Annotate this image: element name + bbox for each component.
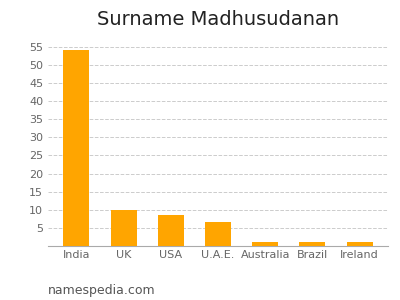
Bar xyxy=(300,242,325,246)
Bar xyxy=(158,215,184,246)
Text: namespedia.com: namespedia.com xyxy=(48,284,156,297)
Bar xyxy=(205,223,231,246)
Bar xyxy=(346,242,372,246)
Bar xyxy=(64,50,90,246)
Title: Surname Madhusudanan: Surname Madhusudanan xyxy=(97,10,339,29)
Bar xyxy=(111,210,136,246)
Bar xyxy=(252,242,278,246)
